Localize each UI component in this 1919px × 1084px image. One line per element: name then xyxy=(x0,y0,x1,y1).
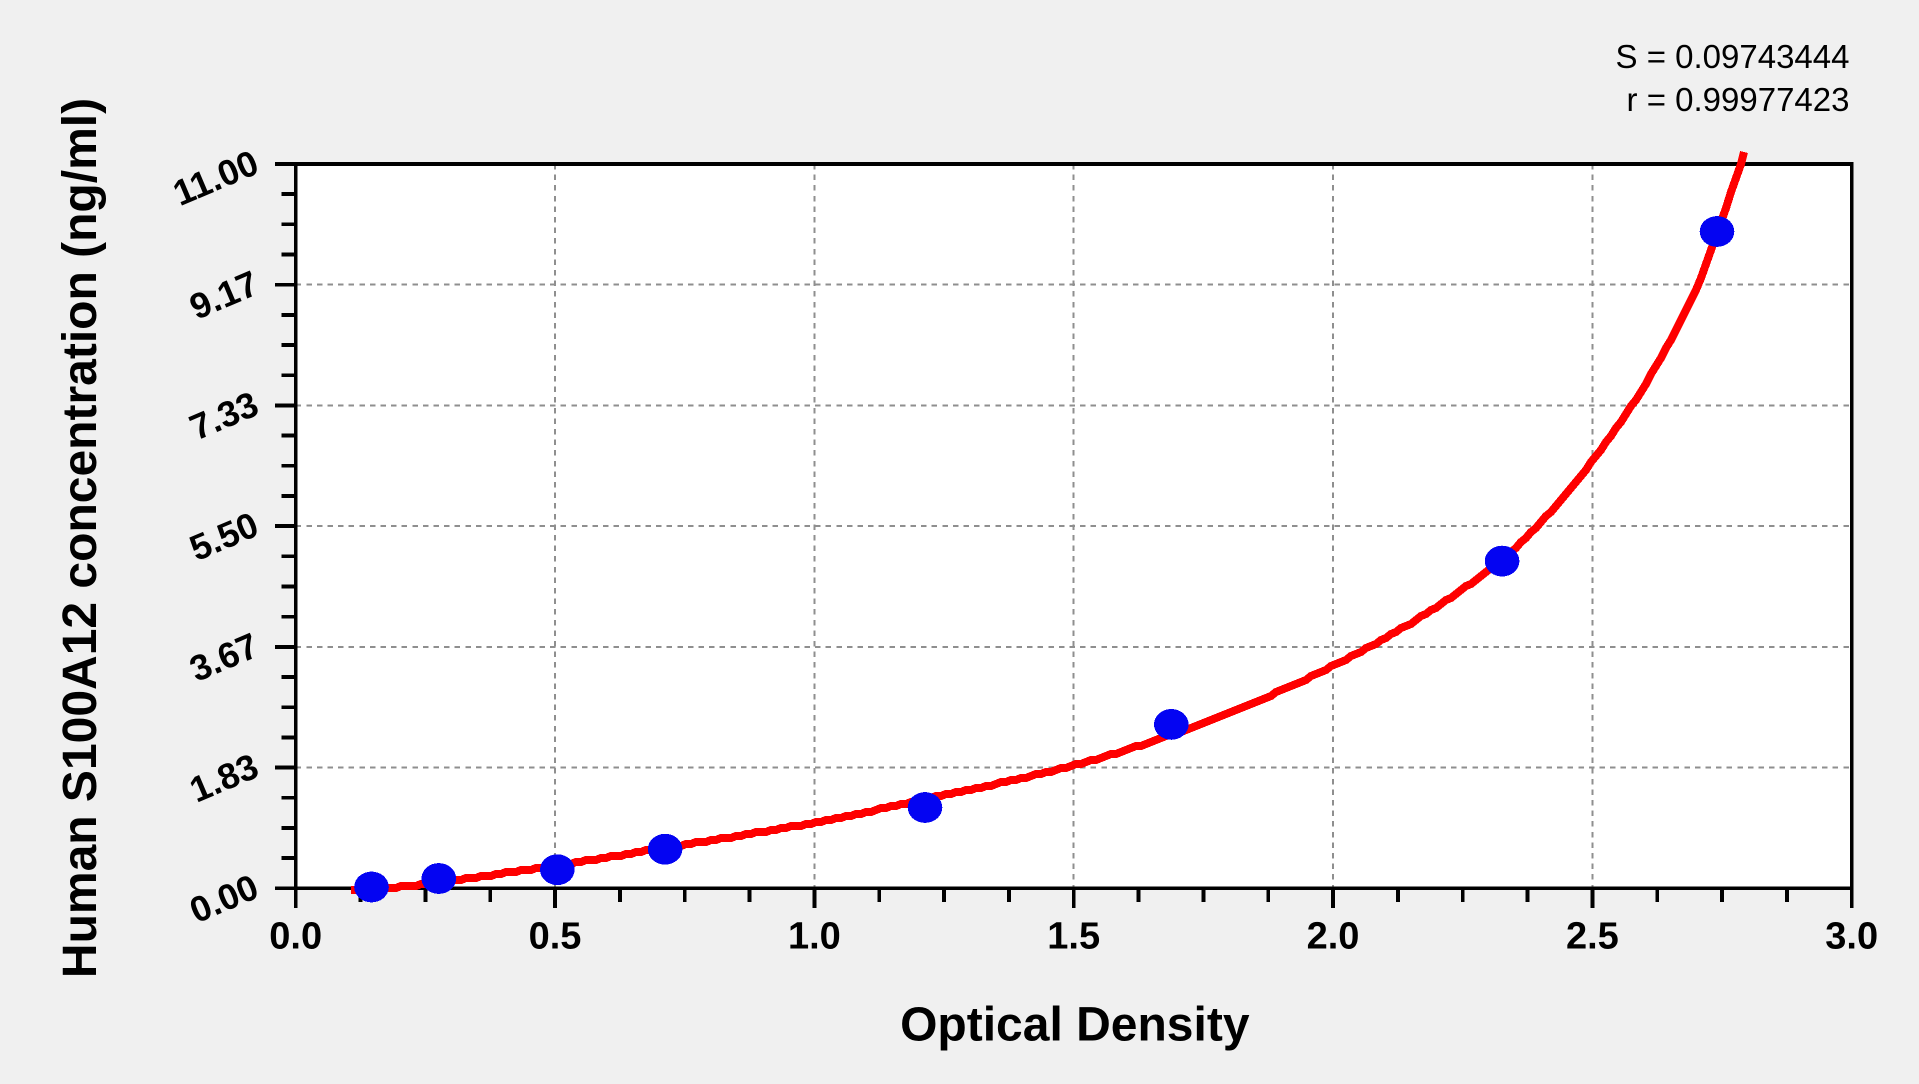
svg-text:S = 0.09743444: S = 0.09743444 xyxy=(1616,38,1850,75)
svg-text:3.0: 3.0 xyxy=(1825,916,1878,958)
svg-text:1.5: 1.5 xyxy=(1047,916,1100,958)
svg-text:Human S100A12 concentration (n: Human S100A12 concentration (ng/ml) xyxy=(54,98,107,978)
svg-text:2.5: 2.5 xyxy=(1566,916,1619,958)
svg-text:0.0: 0.0 xyxy=(269,916,322,958)
svg-text:Optical Density: Optical Density xyxy=(900,998,1250,1051)
svg-text:2.0: 2.0 xyxy=(1307,916,1360,958)
svg-text:r = 0.99977423: r = 0.99977423 xyxy=(1627,81,1850,118)
svg-text:0.5: 0.5 xyxy=(529,916,582,958)
svg-text:1.0: 1.0 xyxy=(788,916,841,958)
